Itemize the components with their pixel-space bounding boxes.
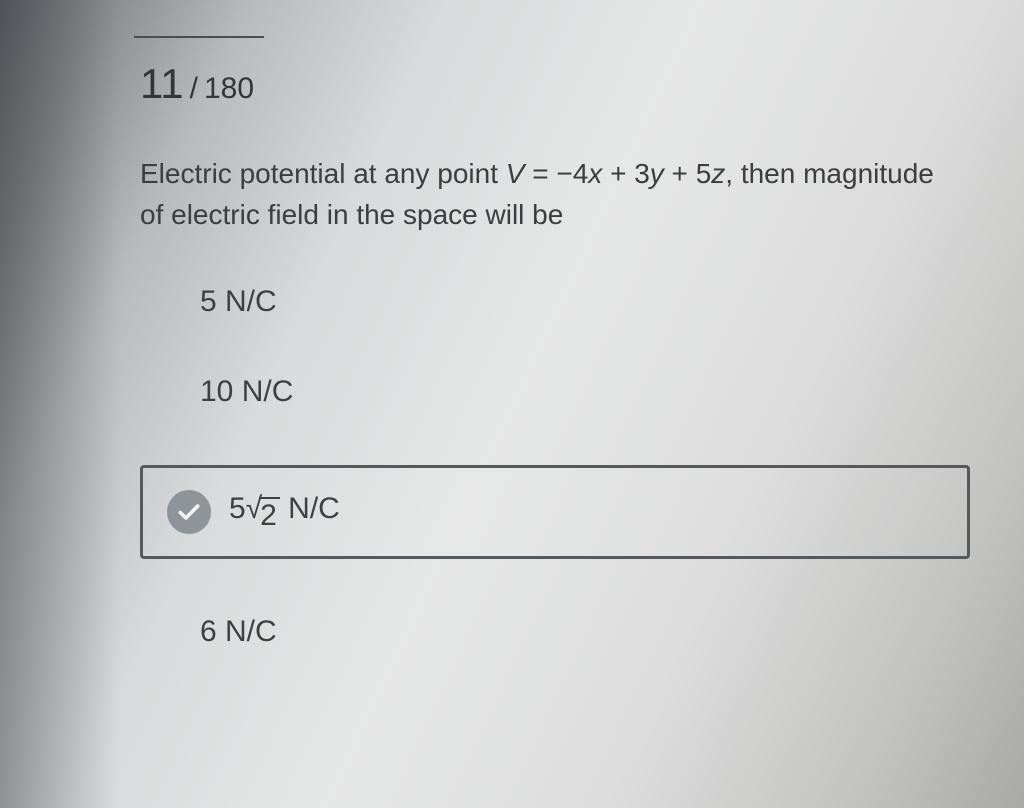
sqrt-icon: √2 bbox=[246, 494, 280, 532]
page: 11 / 180 Electric potential at any point… bbox=[0, 0, 1024, 808]
q-var-z: z bbox=[711, 158, 725, 189]
question-text: Electric potential at any point V = −4x … bbox=[140, 154, 954, 235]
option-d[interactable]: 6 N/C bbox=[200, 615, 954, 649]
q-eq: = −4 bbox=[524, 158, 588, 189]
q-plus2: + 5 bbox=[664, 158, 711, 189]
option-a[interactable]: 5 N/C bbox=[200, 285, 954, 319]
q-var-v: V bbox=[506, 158, 525, 189]
option-b[interactable]: 10 N/C bbox=[200, 375, 954, 409]
counter-separator: / bbox=[190, 72, 198, 106]
check-icon bbox=[167, 490, 211, 534]
option-d-label: 6 N/C bbox=[200, 615, 277, 648]
option-c-label: 5√2 N/C bbox=[229, 492, 340, 532]
option-c-selected[interactable]: 5√2 N/C bbox=[140, 465, 970, 559]
q-var-x: x bbox=[588, 158, 602, 189]
option-a-label: 5 N/C bbox=[200, 285, 277, 318]
option-c-unit: N/C bbox=[280, 492, 340, 525]
option-c-coeff: 5 bbox=[229, 492, 246, 525]
option-b-label: 10 N/C bbox=[200, 375, 293, 408]
q-var-y: y bbox=[650, 158, 664, 189]
q-plus1: + 3 bbox=[602, 158, 649, 189]
total-number: 180 bbox=[204, 72, 254, 106]
option-c-radicand: 2 bbox=[259, 497, 280, 532]
question-counter: 11 / 180 bbox=[140, 60, 954, 108]
options-list: 5 N/C 10 N/C 5√2 N/C 6 N/C bbox=[140, 285, 954, 649]
q-prefix: Electric potential at any point bbox=[140, 158, 506, 189]
current-number: 11 bbox=[140, 60, 184, 108]
